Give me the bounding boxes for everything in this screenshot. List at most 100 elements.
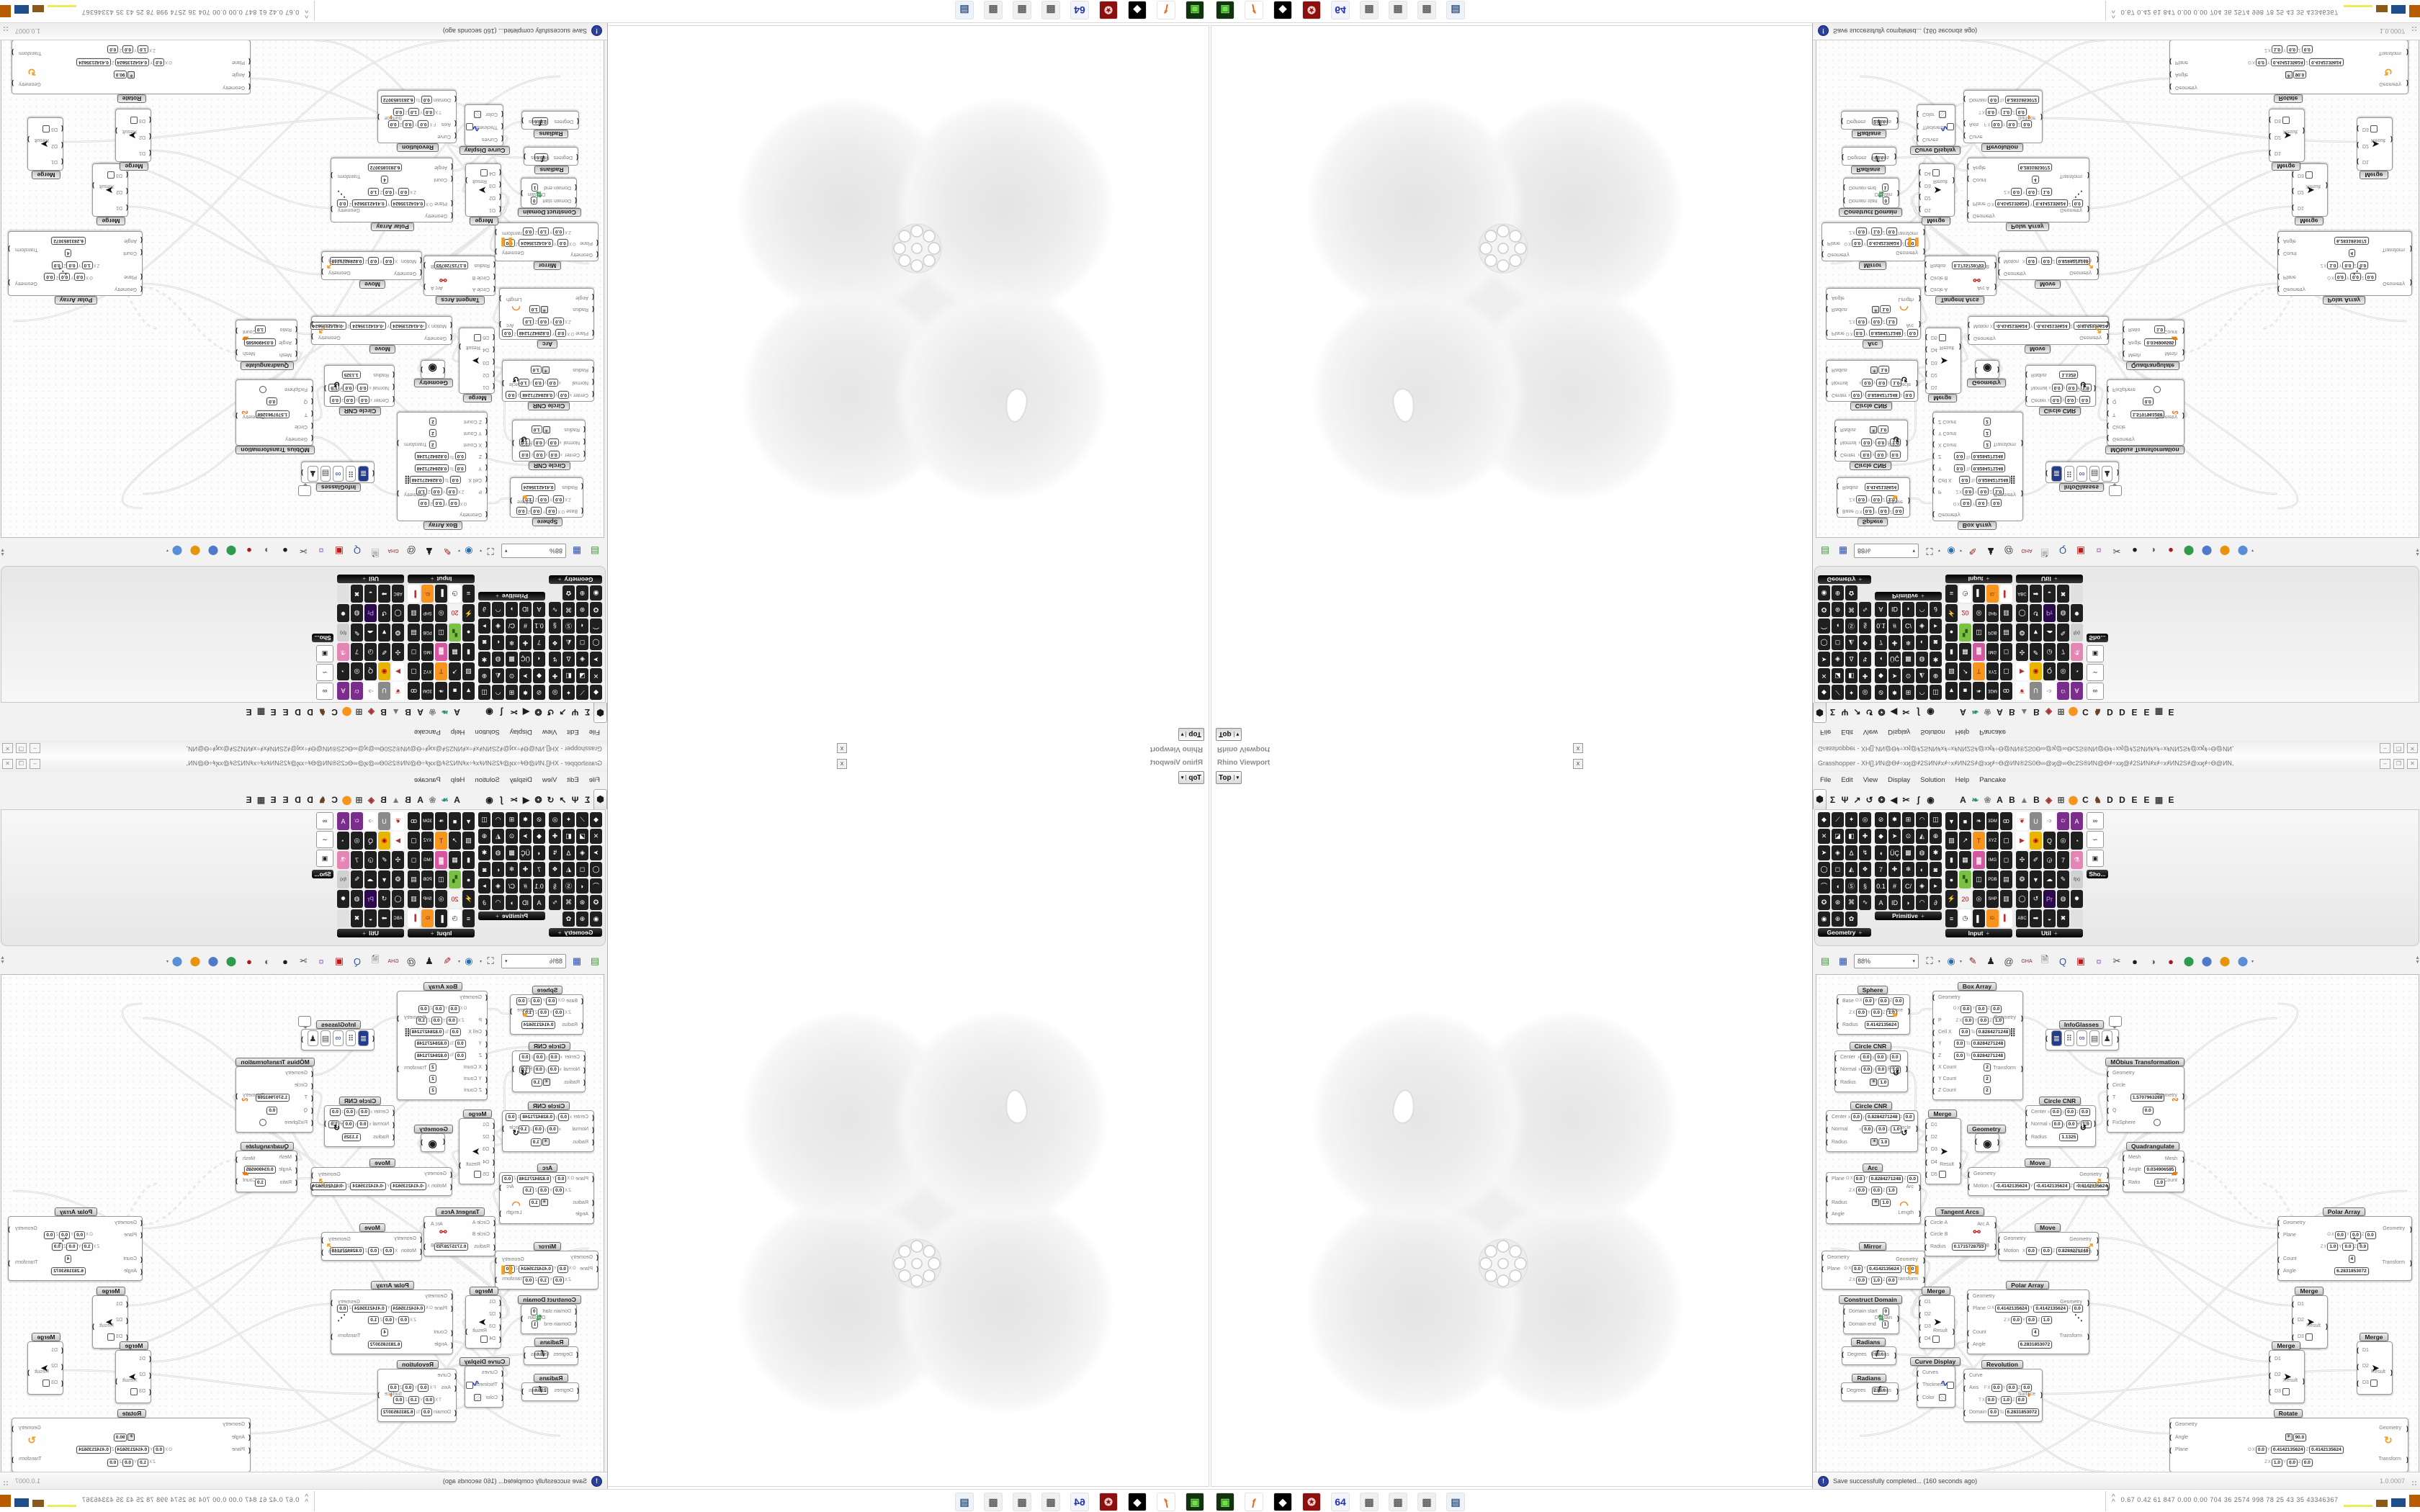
node-geometry[interactable]: ( ) ◉ <box>1975 1133 1999 1152</box>
input-port[interactable]: ( <box>485 994 488 1002</box>
component-icon[interactable]: ◧ <box>563 829 575 844</box>
input-port[interactable]: ( <box>1826 294 1828 302</box>
component-icon[interactable]: ÜÇ <box>519 845 532 860</box>
node-circle-cnr[interactable]: (Center x 0.0 y 0.0 z 0.0(Normal x 0.0 y 0.0 z 1.0(R… <box>1834 1050 1908 1092</box>
component-icon[interactable]: ▩ <box>506 652 518 667</box>
value-chip[interactable]: 0.0 <box>344 1108 355 1117</box>
component-icon[interactable]: ▤ <box>408 624 420 642</box>
component-icon[interactable]: ❖ <box>549 862 561 877</box>
value-chip[interactable]: 0.0 <box>557 1264 568 1273</box>
component-icon[interactable]: ◠ <box>1916 812 1928 827</box>
input-port[interactable]: ( <box>311 1069 313 1077</box>
value-chip[interactable]: 2 <box>1984 441 1991 449</box>
node-label[interactable]: Merge <box>1928 394 1957 402</box>
value-chip[interactable]: 0.0 <box>266 397 278 406</box>
input-port[interactable]: ( <box>2169 58 2172 66</box>
value-chip[interactable]: 1.0 <box>254 1178 266 1187</box>
node-sphere[interactable]: (Base O X 0.0 Y 0.0 Z 0.0 Z X 0.0 Y 0.0 Z 1.0(Radius 0.… <box>510 477 583 518</box>
component-icon[interactable]: ✦ <box>1845 812 1857 827</box>
expression-icon[interactable]: ✳ <box>1870 1138 1878 1146</box>
value-chip[interactable]: 0.0 <box>1853 1174 1865 1183</box>
component-icon[interactable]: ✖ <box>351 585 363 603</box>
node-label[interactable]: MÖbius Transformation <box>2105 1058 2184 1066</box>
component-icon[interactable]: # <box>519 618 532 634</box>
category-tab-icon-9[interactable]: ◉ <box>1927 795 1935 805</box>
value-chip[interactable]: 2 <box>429 1075 436 1084</box>
component-icon[interactable]: ⊕ <box>1930 829 1942 844</box>
input-port[interactable]: ( <box>2169 1421 2172 1428</box>
component-icon[interactable]: ▥ <box>408 890 420 908</box>
output-port[interactable]: ) <box>1919 1184 1921 1191</box>
plugin-tab-2[interactable]: ❀ <box>1984 795 1991 805</box>
palette-label-input[interactable]: Input + <box>1945 575 2012 583</box>
component-icon[interactable]: ◷ <box>449 585 461 603</box>
value-chip[interactable]: 0.0 <box>2051 395 2062 404</box>
component-icon[interactable]: C/ <box>1902 618 1914 634</box>
value-chip[interactable]: 0.0 <box>547 1066 559 1074</box>
node-label[interactable]: Circle CNR <box>2038 407 2081 415</box>
component-icon[interactable]: ◠ <box>492 685 504 700</box>
palette-label-geometry[interactable]: Geometry + <box>549 928 602 937</box>
node-label[interactable]: Circle CNR <box>2038 1097 2081 1105</box>
solver-orange-icon[interactable]: ⬤ <box>2219 955 2231 966</box>
checkbox[interactable] <box>2305 1333 2313 1341</box>
resize-grip[interactable] <box>2411 1480 2418 1487</box>
component-icon[interactable]: ◉ <box>1818 912 1830 927</box>
component-icon[interactable]: XYZ <box>421 832 434 850</box>
output-port[interactable]: ) <box>1897 1315 1899 1322</box>
component-icon[interactable]: ÜÇ <box>519 652 532 667</box>
value-chip[interactable]: 1.0 <box>531 1078 542 1086</box>
component-icon[interactable]: ◗ <box>1902 895 1914 910</box>
node-curve-display[interactable]: (Curves(Thickness(Color ∿ <box>1917 1366 1955 1408</box>
component-icon[interactable]: ● <box>462 624 475 642</box>
value-chip[interactable]: 0.0 <box>557 390 569 399</box>
maximize-icon[interactable]: ❐ <box>16 743 27 753</box>
output-port[interactable]: ) <box>1908 498 1910 505</box>
plugin-tab-14[interactable]: E <box>2131 707 2138 717</box>
plugin-tab-10[interactable]: C <box>2082 795 2089 805</box>
preview-shaded-icon[interactable]: ● <box>2168 955 2174 967</box>
expression-icon[interactable]: ✳ <box>127 1434 135 1441</box>
infoglasses-icon[interactable]: ▤ <box>320 1030 331 1046</box>
component-icon[interactable]: ↺ <box>2030 890 2042 908</box>
input-port[interactable]: ( <box>1967 1328 1969 1336</box>
plugin-tab-17[interactable]: E <box>2168 795 2174 805</box>
component-icon[interactable]: ∽ <box>2087 831 2104 848</box>
input-port[interactable]: ( <box>575 1320 577 1328</box>
category-tab-icon-6[interactable]: ◀ <box>522 795 530 805</box>
value-chip[interactable]: 0.0 <box>1905 1264 1917 1273</box>
plugin-tab-12[interactable]: D <box>307 707 313 717</box>
node-label[interactable]: Box Array <box>423 521 463 530</box>
value-chip[interactable]: 0.0 <box>557 239 568 248</box>
component-icon[interactable]: ➩ <box>2043 812 2056 830</box>
value-chip[interactable]: 0.0 <box>2051 1120 2063 1129</box>
output-port[interactable]: ) <box>331 171 333 179</box>
input-port[interactable]: ( <box>501 1394 503 1402</box>
component-icon[interactable]: PDB <box>421 624 434 642</box>
value-chip[interactable]: 0.0 <box>1855 495 1867 503</box>
output-port[interactable]: ) <box>115 127 117 135</box>
category-tab-icon-9[interactable]: ◉ <box>485 707 493 717</box>
input-port[interactable]: ( <box>1932 452 1935 460</box>
component-icon[interactable]: ∞ <box>316 812 333 829</box>
value-chip[interactable]: 1.0 <box>1878 1138 1890 1146</box>
value-chip[interactable]: -0.4142135624 <box>350 1182 387 1190</box>
input-port[interactable]: ( <box>1968 322 1970 330</box>
value-chip[interactable]: 4 <box>64 1255 72 1264</box>
output-port[interactable]: ) <box>311 333 313 341</box>
input-port[interactable]: ( <box>420 1235 422 1243</box>
category-tab-icon-6[interactable]: ◀ <box>1890 795 1898 805</box>
output-port[interactable]: ) <box>27 135 30 143</box>
input-port[interactable]: ( <box>1998 1235 2000 1243</box>
value-chip[interactable]: 0.0 <box>454 452 466 461</box>
input-port[interactable]: ( <box>1925 1171 1927 1179</box>
plugin-tab-1[interactable]: ❧ <box>1971 795 1979 805</box>
output-port[interactable]: ) <box>2117 469 2119 477</box>
input-port[interactable]: ( <box>451 1341 453 1349</box>
value-chip[interactable]: 0.0 <box>2006 120 2017 128</box>
input-port[interactable]: ( <box>1932 1075 1935 1083</box>
value-chip[interactable]: 0.0 <box>343 1120 354 1129</box>
value-chip[interactable]: 0.0 <box>424 108 435 116</box>
node-canvas[interactable]: Sphere(Base O X 0.0 Y 0.0 Z 0.0 Z X 0.0 Y 0.0 Z 1.0(Ra… <box>1816 974 2419 1473</box>
open-file-icon[interactable]: ▤ <box>1820 955 1830 966</box>
